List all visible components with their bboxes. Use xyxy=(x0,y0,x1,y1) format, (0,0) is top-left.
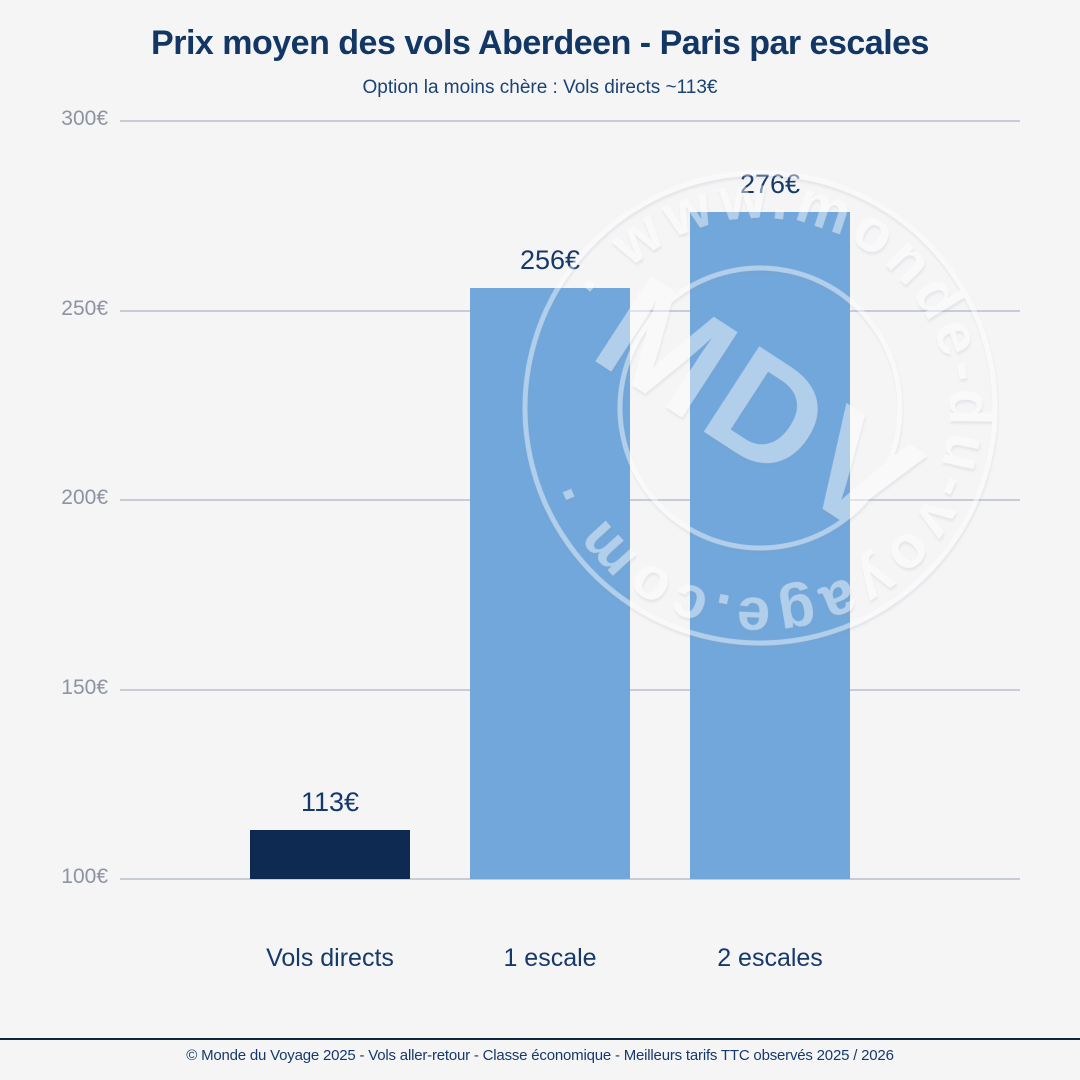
y-tick-label: 200€ xyxy=(61,486,108,509)
bar xyxy=(690,211,850,879)
bar xyxy=(470,287,630,879)
bar-value-label: 276€ xyxy=(739,168,801,199)
x-tick-label: Vols directs xyxy=(266,944,394,972)
x-tick-label: 1 escale xyxy=(503,944,597,972)
y-tick-label: 150€ xyxy=(61,675,108,699)
x-tick-label: 2 escales xyxy=(717,944,823,972)
y-tick-label: 250€ xyxy=(61,296,108,320)
bar-value-label: 113€ xyxy=(300,786,360,817)
chart-title: Prix moyen des vols Aberdeen - Paris par… xyxy=(151,24,929,62)
footer-credit: © Monde du Voyage 2025 - Vols aller-reto… xyxy=(186,1047,894,1064)
chart-subtitle: Option la moins chère : Vols directs ~11… xyxy=(362,77,718,98)
y-tick-label: 300€ xyxy=(61,107,108,130)
footer-divider xyxy=(0,1038,1080,1040)
gridline xyxy=(120,120,1020,122)
bar xyxy=(250,829,410,879)
bar-value-label: 256€ xyxy=(519,244,581,275)
gridline xyxy=(120,878,1020,880)
y-tick-label: 100€ xyxy=(61,865,108,888)
